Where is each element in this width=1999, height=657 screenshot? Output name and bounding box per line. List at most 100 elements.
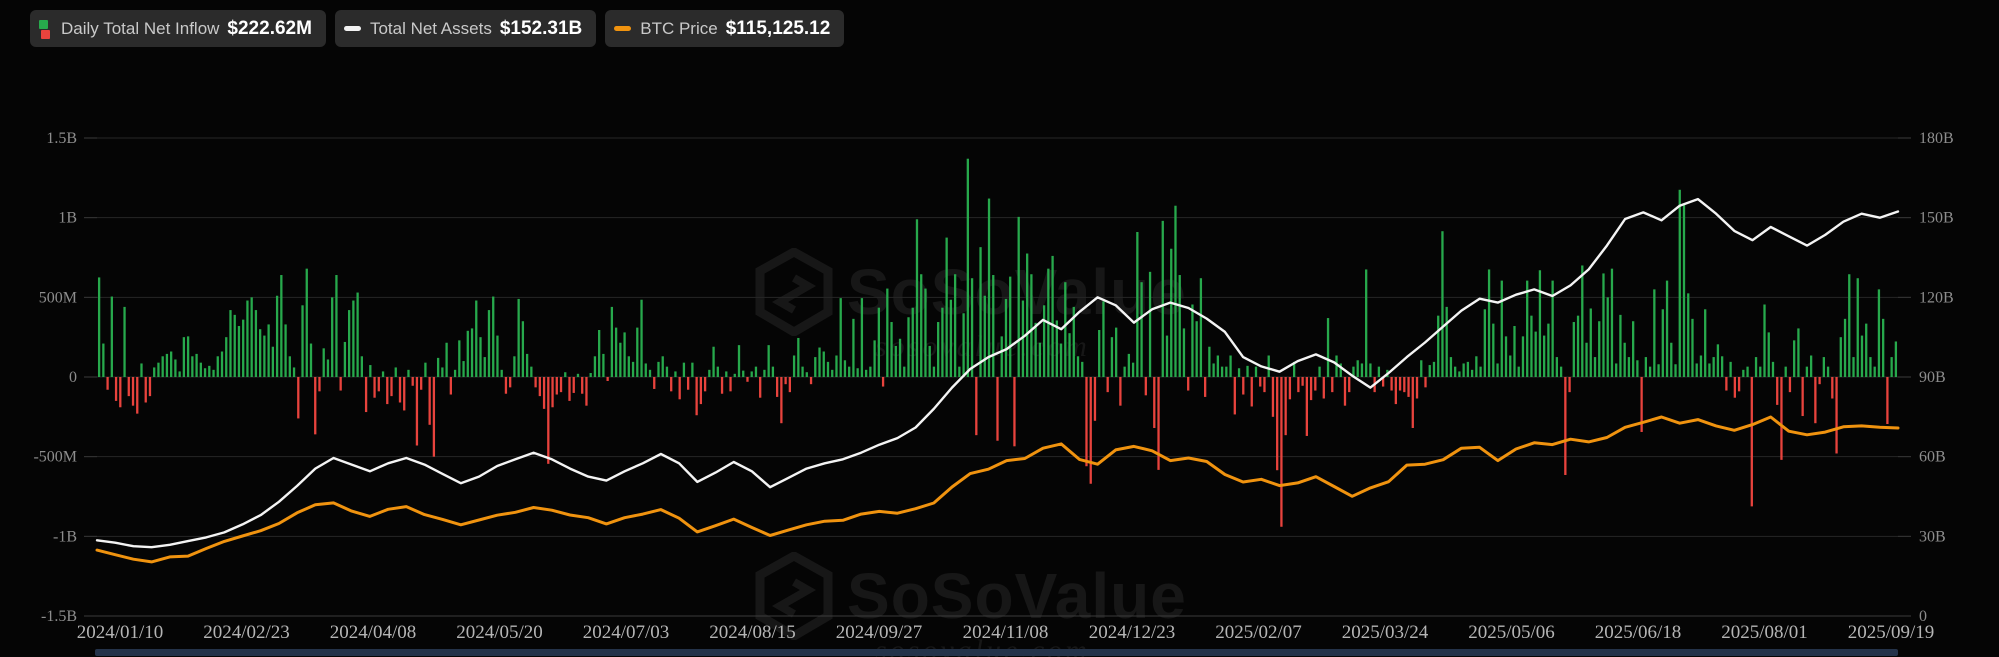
date-range-slider[interactable]	[95, 649, 1898, 656]
inflow-bar[interactable]	[538, 377, 541, 397]
inflow-bar[interactable]	[890, 322, 893, 377]
inflow-bar[interactable]	[1331, 377, 1334, 393]
inflow-bar[interactable]	[911, 307, 914, 377]
inflow-bar[interactable]	[534, 377, 537, 388]
inflow-bar[interactable]	[436, 357, 440, 377]
inflow-bar[interactable]	[500, 369, 503, 377]
inflow-bar[interactable]	[1420, 360, 1423, 377]
inflow-bar[interactable]	[1826, 366, 1830, 377]
inflow-bar[interactable]	[1288, 377, 1292, 400]
inflow-bar[interactable]	[809, 377, 813, 385]
inflow-bar[interactable]	[114, 377, 118, 401]
inflow-bar[interactable]	[182, 337, 186, 377]
inflow-bar[interactable]	[1297, 377, 1300, 393]
inflow-bar[interactable]	[1716, 344, 1720, 377]
inflow-bar[interactable]	[191, 356, 194, 377]
inflow-bar[interactable]	[428, 377, 431, 425]
inflow-bar[interactable]	[1004, 298, 1008, 377]
inflow-bar[interactable]	[1886, 377, 1889, 425]
inflow-bar[interactable]	[525, 353, 529, 377]
inflow-bar[interactable]	[1415, 377, 1419, 399]
inflow-bar[interactable]	[1123, 366, 1126, 377]
inflow-bar[interactable]	[657, 361, 660, 377]
inflow-bar[interactable]	[1564, 377, 1567, 475]
inflow-bar[interactable]	[1276, 377, 1279, 471]
inflow-bar[interactable]	[504, 377, 508, 394]
inflow-bar[interactable]	[1640, 377, 1643, 432]
inflow-bar[interactable]	[542, 377, 546, 409]
inflow-bar[interactable]	[1805, 366, 1809, 377]
inflow-bar[interactable]	[1695, 363, 1698, 377]
inflow-bar[interactable]	[1140, 282, 1143, 377]
inflow-bar[interactable]	[1665, 280, 1669, 377]
inflow-bar[interactable]	[314, 377, 317, 435]
inflow-bar[interactable]	[1110, 337, 1114, 377]
inflow-bar[interactable]	[157, 362, 160, 377]
inflow-bar[interactable]	[263, 335, 266, 377]
inflow-bar[interactable]	[1733, 377, 1737, 398]
inflow-bar[interactable]	[1199, 278, 1203, 377]
inflow-bar[interactable]	[343, 341, 347, 377]
inflow-bar[interactable]	[424, 362, 427, 377]
inflow-bar[interactable]	[1191, 304, 1194, 377]
inflow-bar[interactable]	[331, 297, 334, 377]
inflow-bar[interactable]	[1551, 280, 1554, 377]
inflow-bar[interactable]	[1839, 337, 1842, 377]
inflow-bar[interactable]	[1153, 377, 1156, 428]
inflow-bar[interactable]	[318, 377, 321, 392]
inflow-bar[interactable]	[322, 348, 325, 377]
inflow-bar[interactable]	[941, 307, 944, 377]
inflow-bar[interactable]	[521, 321, 525, 377]
inflow-bar[interactable]	[1691, 318, 1694, 377]
inflow-bar[interactable]	[720, 377, 724, 394]
inflow-bar[interactable]	[1458, 371, 1461, 377]
inflow-bar[interactable]	[1381, 377, 1385, 387]
inflow-bar[interactable]	[1822, 357, 1825, 377]
inflow-bar[interactable]	[949, 299, 953, 377]
inflow-bar[interactable]	[907, 317, 910, 377]
inflow-bar[interactable]	[894, 345, 897, 377]
inflow-bar[interactable]	[1254, 366, 1258, 377]
inflow-bar[interactable]	[432, 377, 436, 457]
inflow-bar[interactable]	[470, 328, 474, 377]
inflow-bar[interactable]	[119, 377, 122, 408]
inflow-bar[interactable]	[237, 326, 241, 377]
inflow-bar[interactable]	[1161, 220, 1164, 377]
inflow-bar[interactable]	[1432, 361, 1436, 377]
inflow-bar[interactable]	[1708, 363, 1711, 377]
inflow-bar[interactable]	[475, 300, 478, 377]
inflow-bar[interactable]	[839, 298, 842, 377]
inflow-bar[interactable]	[305, 268, 308, 377]
inflow-bar[interactable]	[1873, 366, 1876, 377]
inflow-bar[interactable]	[1127, 353, 1131, 377]
inflow-bar[interactable]	[407, 369, 410, 377]
inflow-bar[interactable]	[1326, 318, 1330, 377]
inflow-bar[interactable]	[1208, 346, 1211, 377]
inflow-bar[interactable]	[1424, 377, 1427, 388]
inflow-bar[interactable]	[653, 377, 656, 389]
inflow-bar[interactable]	[513, 356, 516, 377]
inflow-bar[interactable]	[1610, 268, 1614, 377]
inflow-bar[interactable]	[661, 356, 664, 377]
inflow-bar[interactable]	[301, 305, 304, 377]
inflow-bar[interactable]	[1526, 280, 1529, 377]
inflow-bar[interactable]	[1615, 363, 1618, 377]
inflow-bar[interactable]	[479, 337, 482, 377]
inflow-bar[interactable]	[864, 369, 868, 377]
inflow-bar[interactable]	[576, 373, 580, 377]
inflow-bar[interactable]	[356, 292, 359, 377]
inflow-bar[interactable]	[771, 366, 775, 377]
inflow-bar[interactable]	[792, 355, 796, 377]
inflow-bar[interactable]	[1682, 204, 1686, 377]
inflow-bar[interactable]	[1509, 355, 1512, 377]
inflow-bar[interactable]	[699, 377, 703, 405]
inflow-bar[interactable]	[801, 366, 804, 377]
inflow-bar[interactable]	[1064, 282, 1067, 377]
inflow-bar[interactable]	[1428, 365, 1431, 377]
inflow-bar[interactable]	[1305, 377, 1308, 436]
inflow-bar[interactable]	[1670, 342, 1673, 377]
inflow-bar[interactable]	[1623, 342, 1626, 377]
inflow-bar[interactable]	[708, 369, 711, 377]
inflow-bar[interactable]	[496, 335, 499, 377]
inflow-bar[interactable]	[559, 377, 563, 393]
